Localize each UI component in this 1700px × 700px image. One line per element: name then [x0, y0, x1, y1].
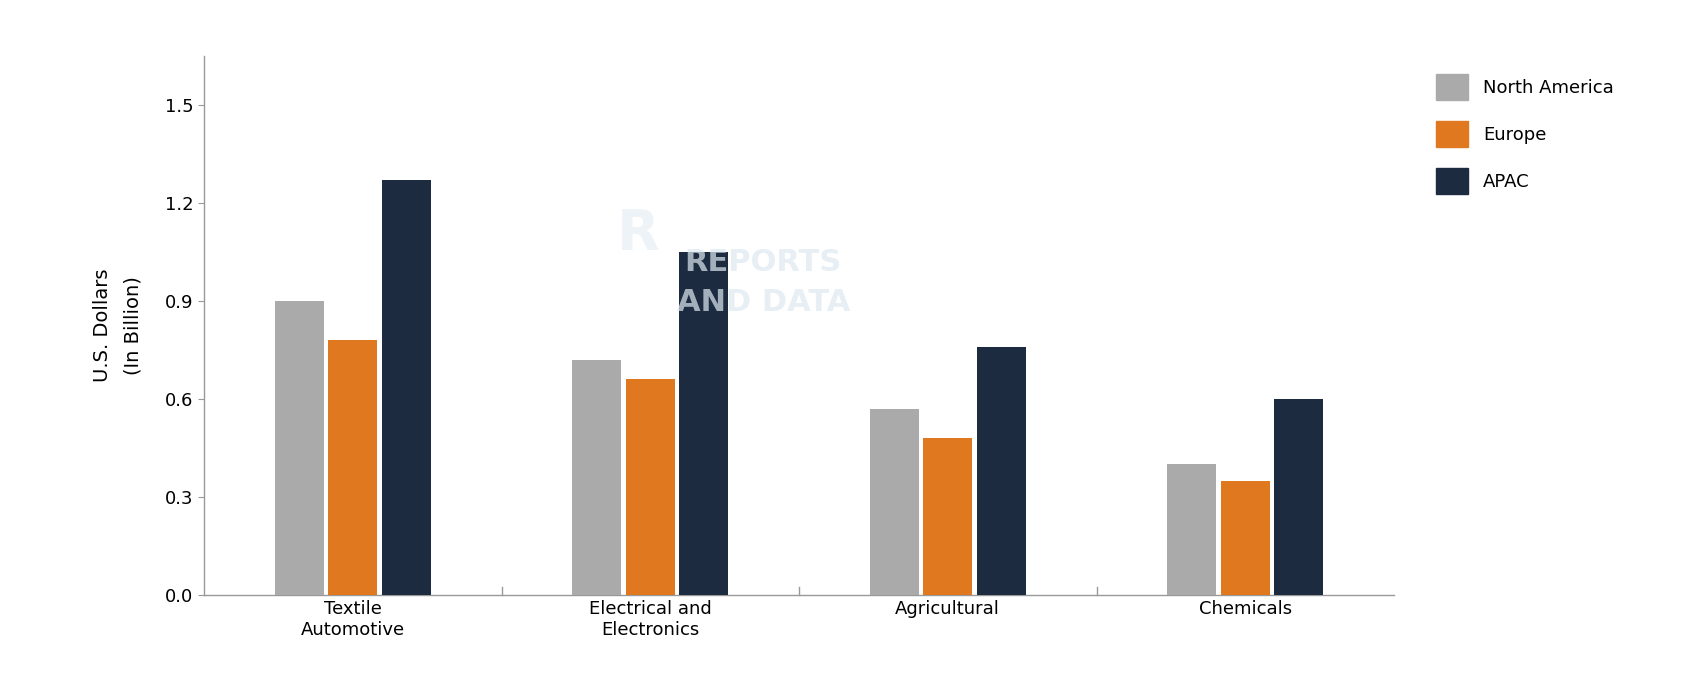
Text: REPORTS
AND DATA: REPORTS AND DATA [677, 248, 850, 317]
Legend: North America, Europe, APAC: North America, Europe, APAC [1426, 65, 1622, 203]
Bar [1221, 481, 1270, 595]
Bar [923, 438, 972, 595]
Bar [870, 409, 918, 595]
Bar [977, 346, 1025, 595]
Y-axis label: U.S. Dollars
(In Billion): U.S. Dollars (In Billion) [94, 269, 143, 382]
Bar [573, 360, 620, 595]
Text: R: R [617, 207, 660, 261]
Bar [328, 340, 377, 595]
Bar [1168, 464, 1216, 595]
Bar [626, 379, 675, 595]
Bar [275, 301, 323, 595]
Bar [680, 252, 728, 595]
Bar [1275, 399, 1323, 595]
Bar [382, 180, 430, 595]
